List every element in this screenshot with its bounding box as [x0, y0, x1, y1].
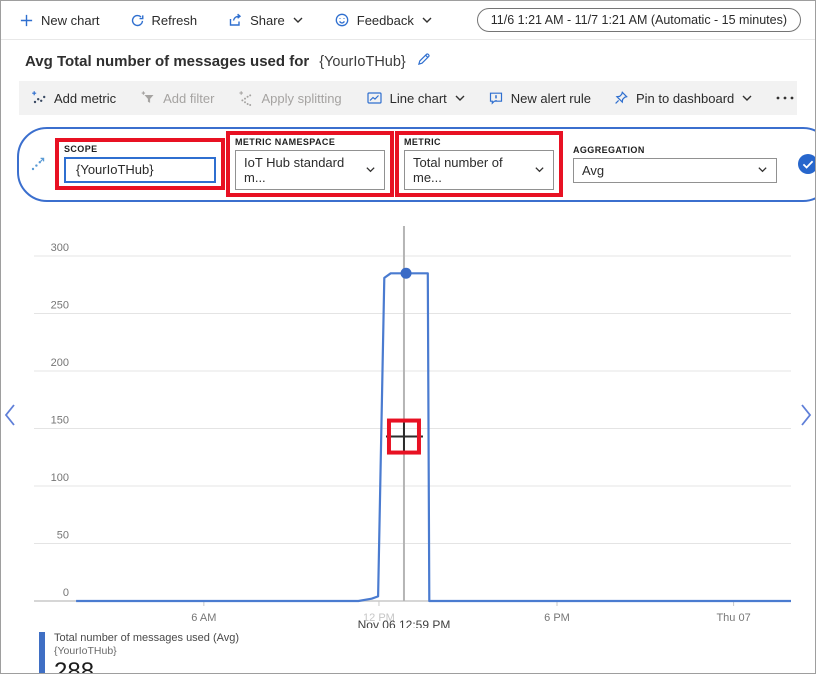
time-range-picker[interactable]: 11/6 1:21 AM - 11/7 1:21 AM (Automatic -…: [476, 8, 801, 32]
chart-type-dropdown[interactable]: Line chart: [366, 90, 466, 106]
metric-picker-pill: SCOPE {YourIoTHub} METRIC NAMESPACE IoT …: [17, 127, 815, 202]
add-metric-button[interactable]: Add metric: [31, 90, 116, 106]
aggregation-dropdown[interactable]: Avg: [573, 157, 777, 183]
new-chart-button[interactable]: New chart: [19, 13, 100, 28]
share-label: Share: [250, 12, 285, 28]
chevron-left-icon[interactable]: [3, 402, 17, 433]
line-chart-icon: [366, 90, 383, 106]
chart-title-row: Avg Total number of messages used for {Y…: [1, 40, 815, 81]
refresh-label: Refresh: [151, 12, 198, 28]
top-toolbar: New chart Refresh Share: [1, 1, 815, 40]
apply-splitting-button[interactable]: Apply splitting: [238, 90, 342, 106]
svg-text:6 AM: 6 AM: [191, 612, 216, 624]
chevron-down-icon: [757, 163, 768, 178]
chevron-down-icon: [741, 92, 753, 104]
chart-type-label: Line chart: [389, 90, 447, 106]
pin-to-dashboard-button[interactable]: Pin to dashboard: [613, 90, 753, 106]
share-button[interactable]: Share: [227, 12, 304, 28]
aggregation-label: AGGREGATION: [573, 144, 645, 155]
plus-icon: [19, 13, 34, 28]
scope-field-group: SCOPE {YourIoTHub}: [55, 138, 225, 190]
legend-resource-name: {YourIoTHub}: [54, 645, 117, 657]
filter-icon: [140, 90, 156, 106]
svg-text:6 PM: 6 PM: [544, 612, 570, 624]
new-chart-label: New chart: [41, 12, 100, 28]
scope-input[interactable]: {YourIoTHub}: [64, 157, 216, 183]
add-filter-label: Add filter: [163, 90, 215, 106]
feedback-button[interactable]: Feedback: [334, 12, 433, 28]
add-metric-icon: [31, 90, 47, 106]
chart-title-resource: {YourIoTHub}: [319, 53, 406, 70]
chevron-down-icon: [365, 163, 376, 178]
chevron-down-icon: [534, 163, 545, 178]
chart-area[interactable]: 0 50 100 150 200 250 300 6 AM 12 PM 6 PM Thu 07 Nov…: [1, 216, 816, 632]
metric-dropdown[interactable]: Total number of me...: [404, 150, 554, 190]
pencil-icon[interactable]: [416, 51, 432, 72]
chevron-right-icon[interactable]: [799, 402, 813, 433]
svg-text:200: 200: [51, 357, 69, 369]
chart-title: Avg Total number of messages used for: [25, 53, 310, 70]
chart-toolbar-right: Line chart New alert rule Pin to dashboa…: [366, 90, 796, 106]
apply-check-icon[interactable]: [797, 153, 815, 180]
namespace-label: METRIC NAMESPACE: [235, 137, 336, 147]
add-filter-button[interactable]: Add filter: [140, 90, 214, 106]
svg-text:50: 50: [57, 530, 69, 542]
feedback-label: Feedback: [356, 12, 414, 28]
legend-series-name: Total number of messages used (Avg): [54, 632, 240, 644]
chevron-down-icon: [292, 14, 304, 26]
more-options-button[interactable]: [775, 95, 795, 101]
metric-value: Total number of me...: [413, 155, 503, 185]
svg-text:0: 0: [63, 587, 69, 599]
scope-icon: [28, 154, 48, 179]
chart-toolbar: Add metric Add filter Apply splitting: [19, 81, 797, 115]
new-alert-rule-button[interactable]: New alert rule: [488, 90, 591, 106]
metric-field-group: METRIC Total number of me...: [395, 131, 563, 197]
svg-text:12 PM: 12 PM: [363, 612, 395, 624]
pin-icon: [613, 90, 629, 106]
refresh-icon: [130, 13, 145, 28]
svg-text:Nov 06 12:59 PM: Nov 06 12:59 PM: [358, 618, 451, 628]
namespace-field-group: METRIC NAMESPACE IoT Hub standard m...: [226, 131, 394, 197]
svg-text:250: 250: [51, 300, 69, 312]
smiley-icon: [334, 12, 350, 28]
apply-splitting-label: Apply splitting: [261, 90, 342, 106]
pin-to-dashboard-label: Pin to dashboard: [635, 90, 735, 106]
svg-text:100: 100: [51, 472, 69, 484]
svg-text:Thu 07: Thu 07: [716, 612, 750, 624]
namespace-dropdown[interactable]: IoT Hub standard m...: [235, 150, 385, 190]
ellipsis-icon: [775, 95, 795, 101]
chevron-down-icon: [421, 14, 433, 26]
svg-text:300: 300: [51, 242, 69, 254]
legend-item[interactable]: Total number of messages used (Avg) {You…: [39, 632, 815, 674]
svg-text:150: 150: [51, 415, 69, 427]
aggregation-field-group: AGGREGATION Avg: [564, 139, 786, 190]
metrics-chart-svg[interactable]: 0 50 100 150 200 250 300 6 AM 12 PM 6 PM Thu 07 Nov…: [1, 216, 816, 632]
chevron-down-icon: [454, 92, 466, 104]
namespace-value: IoT Hub standard m...: [244, 155, 345, 185]
metric-picker-row: SCOPE {YourIoTHub} METRIC NAMESPACE IoT …: [17, 127, 815, 202]
metric-label: METRIC: [404, 137, 441, 147]
legend-color-bar: [39, 632, 45, 673]
scope-label: SCOPE: [64, 144, 98, 154]
refresh-button[interactable]: Refresh: [130, 12, 198, 28]
alert-rule-icon: [488, 90, 504, 106]
legend-avg-value: 288: [54, 658, 95, 674]
add-metric-label: Add metric: [54, 90, 117, 106]
splitting-icon: [238, 90, 254, 106]
new-alert-rule-label: New alert rule: [510, 90, 591, 106]
aggregation-value: Avg: [582, 162, 605, 178]
share-icon: [227, 12, 243, 28]
